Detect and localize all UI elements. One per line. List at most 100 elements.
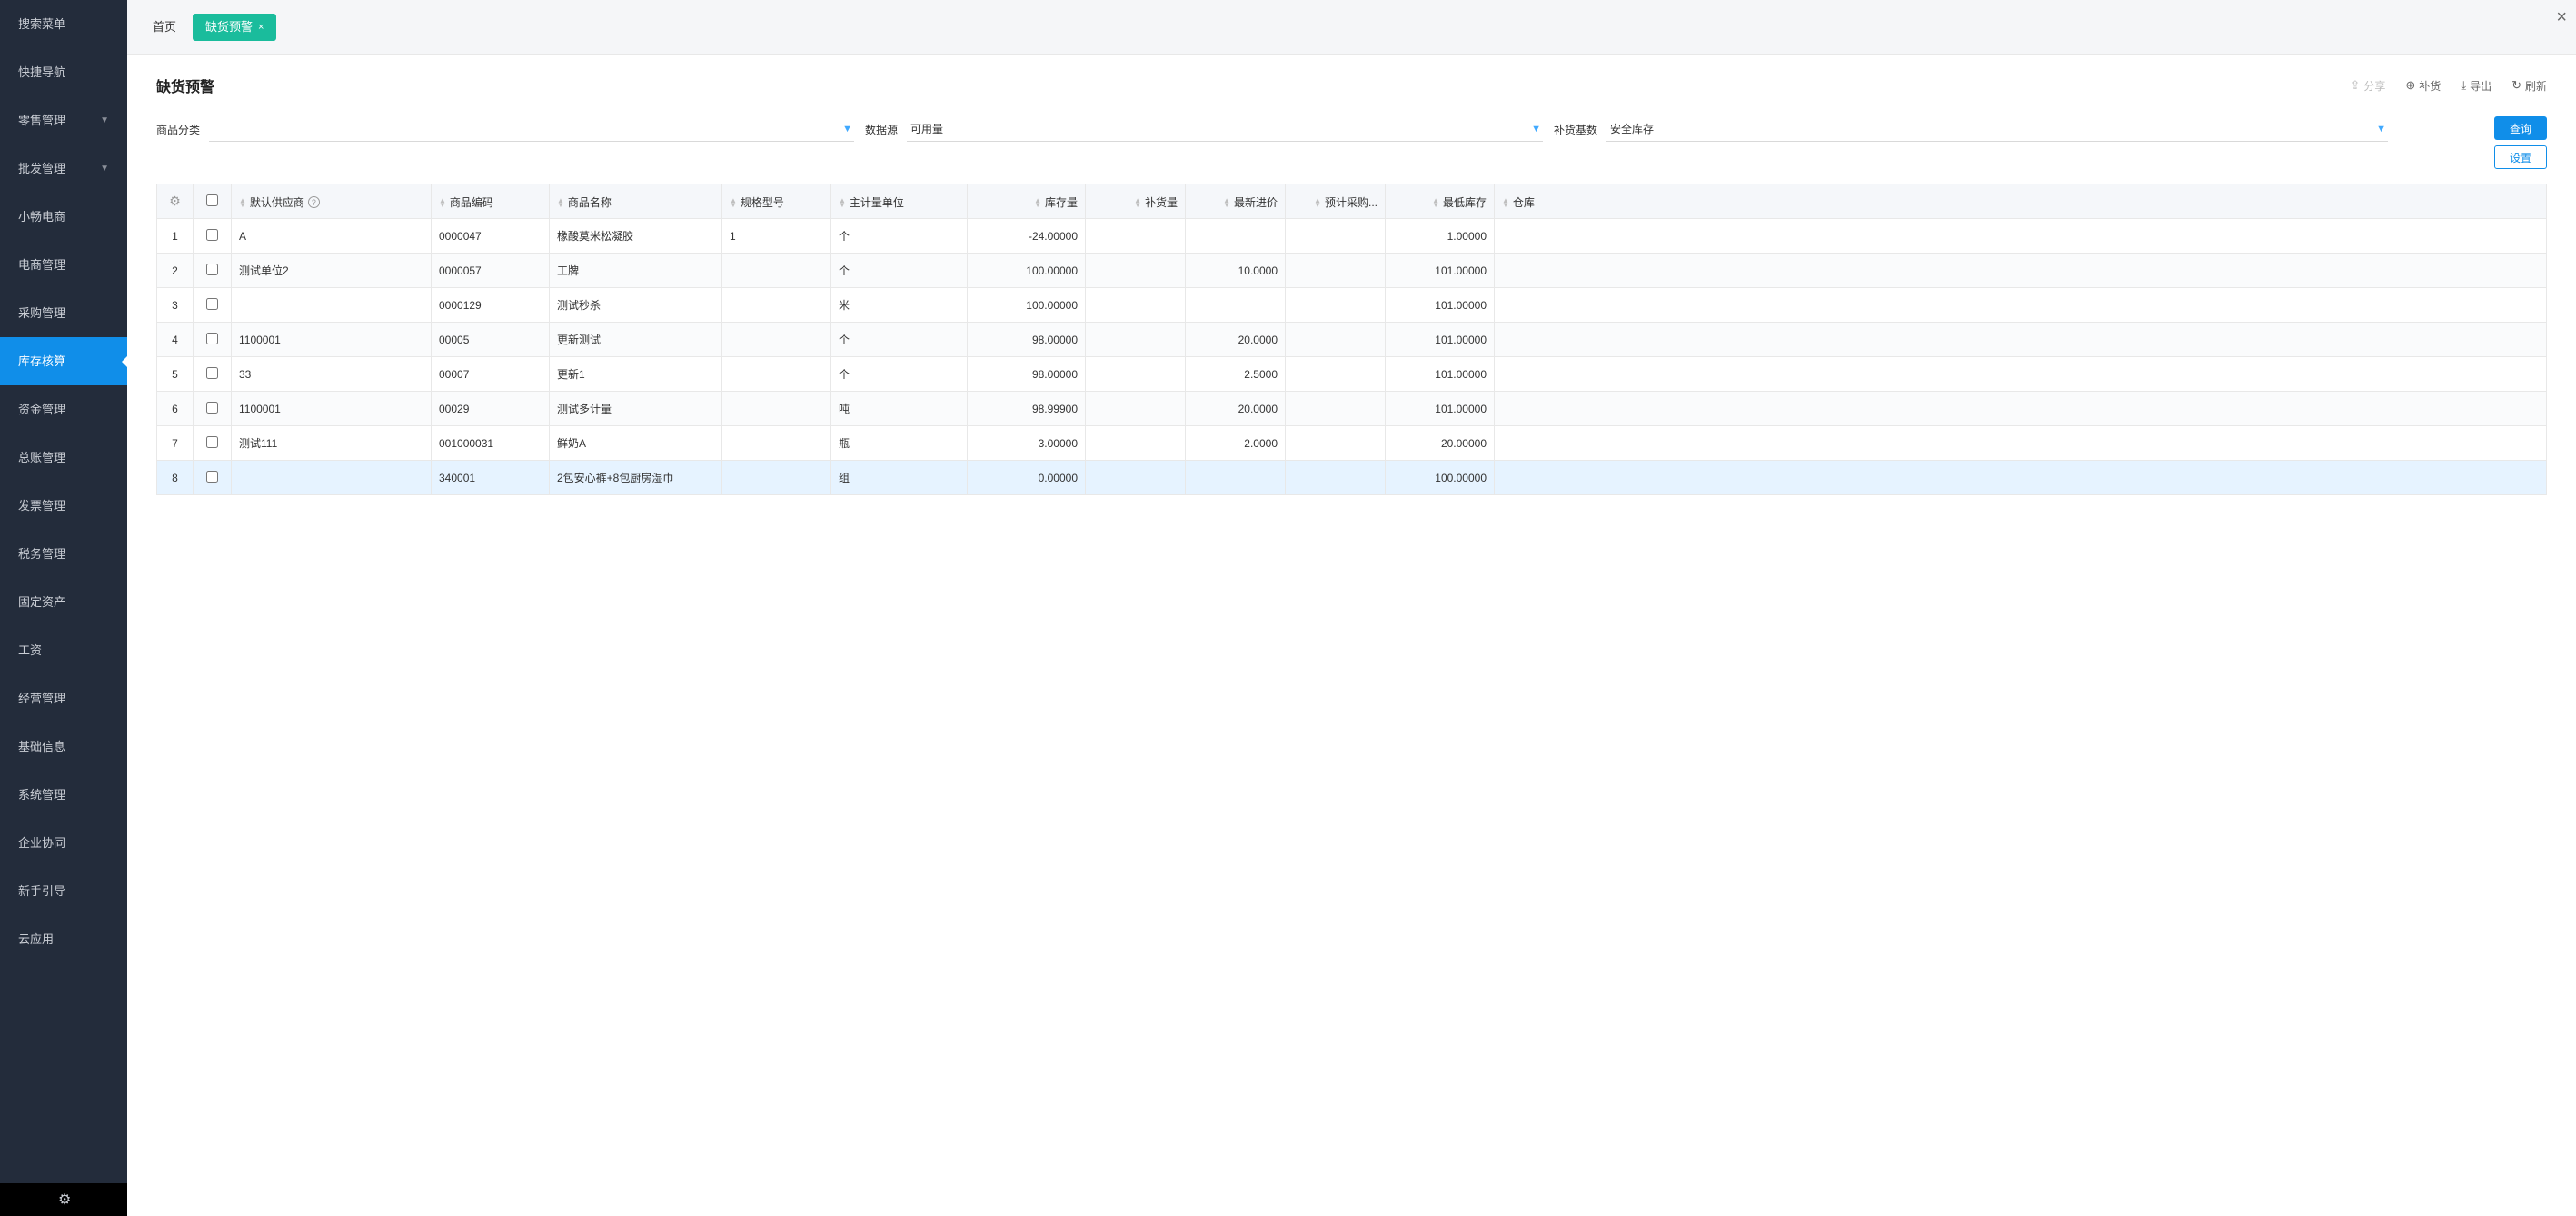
filter-source-select[interactable]: 可用量 ▼ <box>907 116 1543 142</box>
help-icon[interactable]: ? <box>308 196 320 208</box>
sidebar-item[interactable]: 工资 <box>0 626 127 674</box>
th-min[interactable]: ▲▼最低库存 <box>1386 184 1495 219</box>
cell-code: 0000047 <box>432 219 550 254</box>
sidebar-item[interactable]: 库存核算 <box>0 337 127 385</box>
tab-active[interactable]: 缺货预警 × <box>193 14 276 41</box>
cell-stock: 3.00000 <box>968 426 1086 461</box>
sidebar-item[interactable]: 新手引导 <box>0 867 127 915</box>
filter-category-select[interactable]: ▼ <box>209 116 854 142</box>
sidebar-item[interactable]: 采购管理 <box>0 289 127 337</box>
sidebar-item-label: 资金管理 <box>18 385 65 434</box>
sidebar-item[interactable]: 基础信息 <box>0 723 127 771</box>
sidebar-item[interactable]: 经营管理 <box>0 674 127 723</box>
settings-button[interactable]: 设置 <box>2494 145 2547 169</box>
cell-warehouse <box>1495 392 2547 426</box>
cell-name: 更新1 <box>550 357 722 392</box>
table-row[interactable]: 2测试单位20000057工牌个100.0000010.0000101.0000… <box>157 254 2547 288</box>
filter-basis-select[interactable]: 安全库存 ▼ <box>1606 116 2388 142</box>
th-unit[interactable]: ▲▼主计量单位 <box>831 184 968 219</box>
row-checkbox[interactable] <box>206 298 218 310</box>
action-restock[interactable]: ⊕ 补货 <box>2405 78 2441 94</box>
sidebar-item[interactable]: 快捷导航 <box>0 48 127 96</box>
th-price[interactable]: ▲▼最新进价 <box>1186 184 1286 219</box>
sort-icon: ▲▼ <box>1034 198 1041 207</box>
cell-code: 00029 <box>432 392 550 426</box>
th-gear[interactable]: ⚙ <box>157 184 194 219</box>
th-name[interactable]: ▲▼商品名称 <box>550 184 722 219</box>
sidebar-item[interactable]: 云应用 <box>0 915 127 963</box>
row-checkbox[interactable] <box>206 436 218 448</box>
sidebar-item-label: 搜索菜单 <box>18 0 65 48</box>
cell-checkbox <box>194 219 232 254</box>
th-supplier[interactable]: ▲▼默认供应商 ? <box>232 184 432 219</box>
sidebar-item[interactable]: 总账管理 <box>0 434 127 482</box>
row-checkbox[interactable] <box>206 333 218 344</box>
cell-restock <box>1086 219 1186 254</box>
sidebar-item-label: 快捷导航 <box>18 48 65 96</box>
row-checkbox[interactable] <box>206 367 218 379</box>
row-checkbox[interactable] <box>206 471 218 483</box>
table-row[interactable]: 7测试111001000031鲜奶A瓶3.000002.000020.00000 <box>157 426 2547 461</box>
cell-spec <box>722 288 831 323</box>
cell-code: 001000031 <box>432 426 550 461</box>
sidebar-item[interactable]: 批发管理▼ <box>0 145 127 193</box>
table-row[interactable]: 1A0000047橡酸莫米松凝胶1个-24.000001.00000 <box>157 219 2547 254</box>
select-all-checkbox[interactable] <box>206 194 218 206</box>
th-code[interactable]: ▲▼商品编码 <box>432 184 550 219</box>
cell-code: 340001 <box>432 461 550 495</box>
settings-gear-icon[interactable]: ⚙ <box>58 1191 71 1209</box>
cell-min: 1.00000 <box>1386 219 1495 254</box>
cell-code: 00007 <box>432 357 550 392</box>
row-checkbox[interactable] <box>206 264 218 275</box>
sidebar-item[interactable]: 小畅电商 <box>0 193 127 241</box>
row-checkbox[interactable] <box>206 402 218 414</box>
sidebar-item[interactable]: 税务管理 <box>0 530 127 578</box>
cell-price: 2.5000 <box>1186 357 1286 392</box>
th-spec[interactable]: ▲▼规格型号 <box>722 184 831 219</box>
cell-index: 2 <box>157 254 194 288</box>
row-checkbox[interactable] <box>206 229 218 241</box>
sidebar-item[interactable]: 电商管理 <box>0 241 127 289</box>
th-checkbox[interactable] <box>194 184 232 219</box>
table-row[interactable]: 4110000100005更新测试个98.0000020.0000101.000… <box>157 323 2547 357</box>
action-refresh[interactable]: ↻ 刷新 <box>2511 78 2547 94</box>
sidebar-item[interactable]: 搜索菜单 <box>0 0 127 48</box>
th-warehouse[interactable]: ▲▼仓库 <box>1495 184 2547 219</box>
chevron-down-icon: ▼ <box>1531 124 1541 135</box>
cell-price: 2.0000 <box>1186 426 1286 461</box>
sidebar-item-label: 零售管理 <box>18 96 65 145</box>
cell-unit: 组 <box>831 461 968 495</box>
th-stock[interactable]: ▲▼库存量 <box>968 184 1086 219</box>
sidebar-item-label: 企业协同 <box>18 819 65 867</box>
cell-estimate <box>1286 357 1386 392</box>
cell-supplier <box>232 461 432 495</box>
cell-checkbox <box>194 426 232 461</box>
table-row[interactable]: 6110000100029测试多计量吨98.9990020.0000101.00… <box>157 392 2547 426</box>
th-restock[interactable]: ▲▼补货量 <box>1086 184 1186 219</box>
sidebar-item[interactable]: 企业协同 <box>0 819 127 867</box>
action-export[interactable]: ⤓ 导出 <box>2461 78 2491 94</box>
sidebar-item[interactable]: 零售管理▼ <box>0 96 127 145</box>
sidebar-item[interactable]: 资金管理 <box>0 385 127 434</box>
sidebar-item-label: 工资 <box>18 626 42 674</box>
cell-unit: 吨 <box>831 392 968 426</box>
cell-warehouse <box>1495 254 2547 288</box>
sidebar-item[interactable]: 系统管理 <box>0 771 127 819</box>
cell-stock: 98.00000 <box>968 323 1086 357</box>
cell-unit: 米 <box>831 288 968 323</box>
sidebar-item[interactable]: 发票管理 <box>0 482 127 530</box>
th-estimate[interactable]: ▲▼预计采购... <box>1286 184 1386 219</box>
table-row[interactable]: 30000129测试秒杀米100.00000101.00000 <box>157 288 2547 323</box>
sidebar-item[interactable]: 固定资产 <box>0 578 127 626</box>
query-button[interactable]: 查询 <box>2494 116 2547 140</box>
tabbar-close-icon[interactable]: × <box>2556 7 2567 28</box>
stock-warning-table: ⚙ ▲▼默认供应商 ? ▲▼商品编码 ▲▼商品名称 ▲▼规格型号 ▲▼主计量单位… <box>156 184 2547 495</box>
cell-price <box>1186 288 1286 323</box>
tab-home[interactable]: 首页 <box>140 14 189 41</box>
table-row[interactable]: 83400012包安心裤+8包厨房湿巾组0.00000100.00000 <box>157 461 2547 495</box>
tab-close-icon[interactable]: × <box>258 14 264 41</box>
table-row[interactable]: 53300007更新1个98.000002.5000101.00000 <box>157 357 2547 392</box>
cell-estimate <box>1286 288 1386 323</box>
cell-min: 101.00000 <box>1386 254 1495 288</box>
cell-unit: 个 <box>831 323 968 357</box>
